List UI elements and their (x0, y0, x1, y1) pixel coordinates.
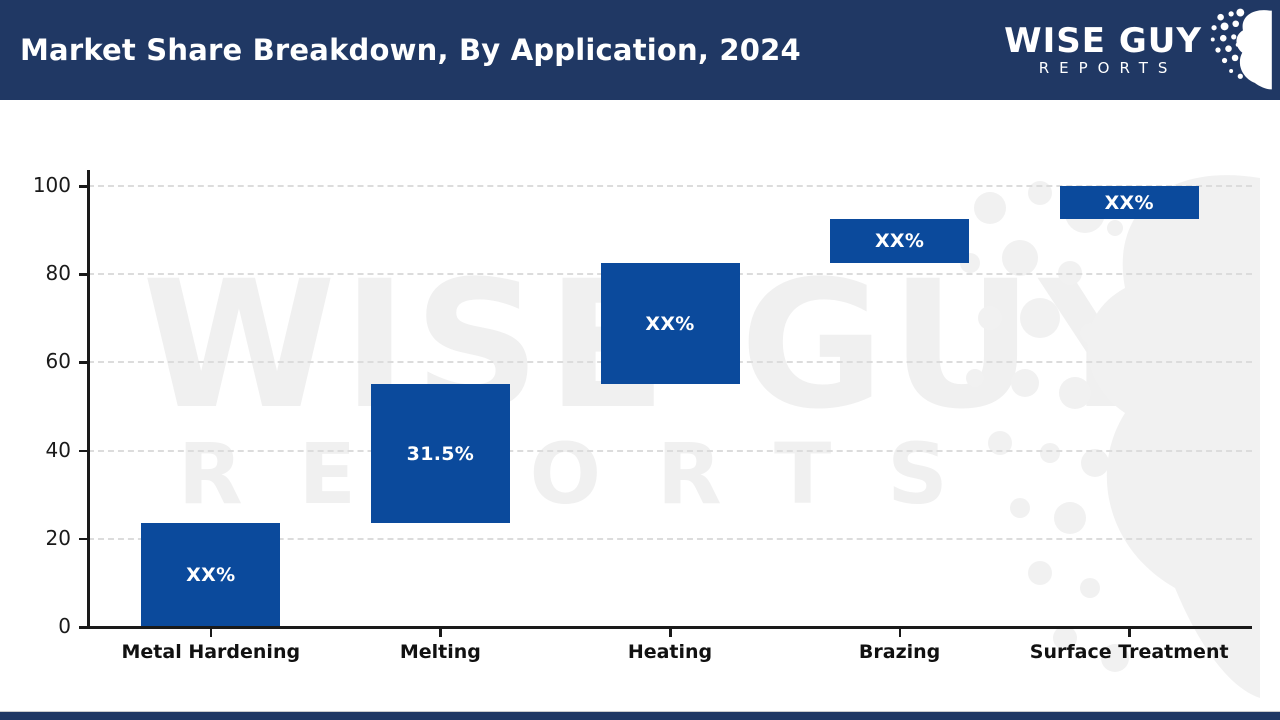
y-axis-tick-label: 100 (32, 173, 71, 197)
bar-value-label: XX% (186, 564, 236, 587)
y-axis-tick-label: 20 (45, 525, 71, 550)
y-axis-tick (79, 537, 88, 541)
x-axis-category-label: Surface Treatment (1029, 641, 1229, 663)
brand-name: WISE GUY (1004, 21, 1202, 61)
footer-separator (0, 711, 1280, 712)
x-axis-tick (669, 628, 672, 637)
x-axis-tick (209, 628, 213, 637)
bar-brazing: XX% (830, 219, 970, 264)
grid-line (88, 537, 1252, 540)
brand-logo-text: WISE GUY REPORTS (1004, 24, 1202, 76)
grid-line (88, 185, 1252, 187)
bar-value-label: XX% (874, 230, 925, 253)
x-axis-category-label: Melting (399, 641, 481, 663)
watermark-reports-text: REPORTS (178, 425, 1004, 523)
x-axis-tick (439, 628, 442, 637)
bar-heating: XX% (600, 263, 740, 385)
bar-value-label: 31.5% (406, 442, 475, 465)
x-axis-line (85, 626, 1252, 629)
y-axis-tick-label: 60 (45, 349, 71, 374)
brand-logo: WISE GUY REPORTS (1004, 4, 1272, 96)
x-axis-category-label: Brazing (858, 641, 941, 663)
y-axis-tick (79, 273, 88, 276)
y-axis-tick (79, 626, 88, 629)
y-axis-tick-label: 80 (45, 261, 71, 286)
y-axis-line (87, 170, 90, 628)
y-axis-tick (79, 185, 88, 188)
brand-face-icon (1210, 8, 1272, 90)
bar-value-label: XX% (645, 312, 695, 335)
bar-value-label: XX% (1104, 191, 1154, 214)
x-axis-category-label: Metal Hardening (121, 641, 301, 663)
brand-subname: REPORTS (1038, 59, 1178, 77)
y-axis-tick (79, 449, 88, 453)
y-axis-tick-label: 0 (58, 614, 71, 638)
x-axis-tick (898, 628, 902, 637)
x-axis-category-label: Heating (627, 641, 713, 663)
header-bar: Market Share Breakdown, By Application, … (0, 0, 1280, 100)
grid-line (88, 449, 1252, 452)
watermark-face-icon (960, 175, 1260, 698)
footer-bar (0, 712, 1280, 720)
bar-surface-treatment: XX% (1059, 186, 1199, 220)
page-title: Market Share Breakdown, By Application, … (20, 33, 801, 67)
bar-melting: 31.5% (370, 384, 510, 524)
x-axis-tick (1128, 628, 1131, 637)
y-axis-tick (79, 361, 88, 364)
y-axis-tick-label: 40 (45, 437, 71, 462)
bar-metal-hardening: XX% (141, 523, 281, 627)
